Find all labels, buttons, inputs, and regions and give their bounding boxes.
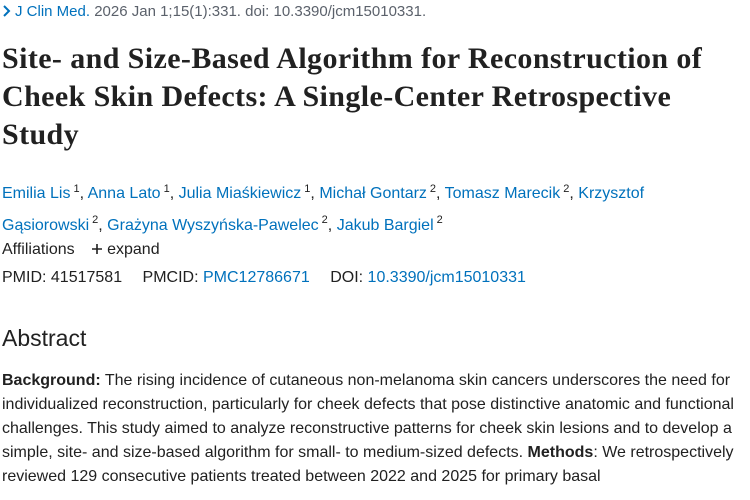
affiliations: Affiliations expand [2,241,160,259]
author-link[interactable]: Jakub Bargiel [336,216,434,234]
section-label: Background: [2,372,101,389]
abstract-heading: Abstract [2,325,87,351]
author: Grażyna Wyszyńska-Pawelec 2, [107,214,333,234]
author-link[interactable]: Emilia Lis [2,185,71,203]
author: Julia Miaśkiewicz 1, [178,183,315,203]
affiliation-number[interactable]: 2 [563,183,570,195]
separator: , [327,216,333,234]
author-link[interactable]: Krzysztof Gąsiorowski [2,185,645,234]
identifiers: PMID: 41517581 PMCID: PMC12786671 DOI: 1… [2,269,526,287]
article-title: Site- and Size-Based Algorithm for Recon… [2,42,703,151]
separator: , [79,185,85,203]
author-link[interactable]: Tomasz Marecik [444,185,561,203]
affiliation-number[interactable]: 1 [73,183,80,195]
section-label: Methods [527,444,594,461]
plus-icon[interactable] [91,243,103,255]
affiliation-number[interactable]: 2 [92,214,99,227]
author: Emilia Lis 1, [2,183,85,203]
affiliation-number[interactable]: 2 [321,214,328,227]
doi-label: DOI: [330,269,364,286]
separator: , [310,185,315,203]
expand-toggle[interactable]: expand [107,241,160,258]
author-link[interactable]: Anna Lato [87,185,161,203]
journal-link[interactable]: J Clin Med. [15,3,91,20]
doi-link[interactable]: 10.3390/jcm15010331 [367,269,526,286]
abstract-text: Background: The rising incidence of cuta… [2,369,750,489]
section-text: : We retrospectively reviewed 129 consec… [2,444,734,485]
affiliation-number[interactable]: 1 [163,183,170,195]
author: Tomasz Marecik 2, [444,183,574,203]
pmid-label: PMID: [2,269,47,286]
author: Krzysztof Gąsiorowski 2, [2,185,644,233]
separator: , [569,185,574,203]
affiliation-number[interactable]: 2 [429,183,437,195]
affiliation-number[interactable]: 1 [304,183,311,195]
chevron-icon [3,5,11,17]
affiliations-label: Affiliations [2,241,75,258]
author-link[interactable]: Grażyna Wyszyńska-Pawelec [107,216,319,234]
citation: J Clin Med. 2026 Jan 1;15(1):331. doi: 1… [2,3,426,20]
author-list: Emilia Lis 1, Anna Lato 1, Julia Miaśkiewi… [2,176,747,239]
separator: , [169,185,175,203]
author: Anna Lato 1, [87,183,175,203]
author: Jakub Bargiel 2 [336,214,443,234]
section-text: The rising incidence of cutaneous non-me… [2,372,734,461]
author: Michał Gontarz 2, [319,183,441,203]
pmid: 41517581 [50,269,123,286]
pmcid-link[interactable]: PMC12786671 [203,269,310,286]
author-link[interactable]: Julia Miaśkiewicz [178,185,302,203]
pmcid-label: PMCID: [142,269,199,286]
separator: , [436,185,441,203]
affiliation-number[interactable]: 2 [436,214,443,227]
separator: , [98,216,103,234]
citation-details: 2026 Jan 1;15(1):331. doi: 10.3390/jcm15… [90,3,427,20]
author-link[interactable]: Michał Gontarz [319,185,427,203]
